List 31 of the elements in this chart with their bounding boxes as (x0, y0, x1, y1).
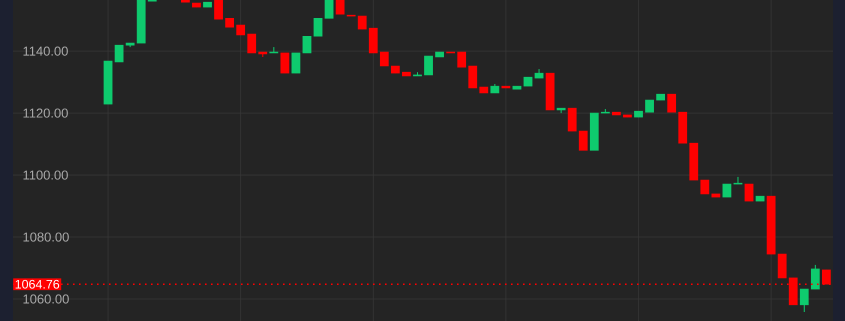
y-tick-label: 1120.00 (24, 108, 68, 118)
candlestick (247, 34, 256, 54)
y-tick-label: 1140.00 (24, 46, 68, 56)
candlestick (457, 52, 466, 68)
candlestick (800, 288, 809, 313)
candlestick (236, 24, 246, 36)
y-tick-label: 1100.00 (24, 170, 68, 180)
candlestick (358, 16, 367, 30)
candlestick (744, 184, 754, 202)
candlestick (314, 18, 322, 37)
candlestick (336, 0, 345, 15)
candlestick (424, 56, 433, 76)
candlestick (578, 130, 588, 151)
candlestick (568, 108, 577, 132)
y-tick-label: 1080.00 (24, 232, 69, 242)
candlestick (667, 94, 676, 112)
y-tick-label: 1060.00 (24, 294, 69, 304)
candlestick (722, 184, 732, 198)
candlestick (214, 0, 223, 20)
ref-line-label: 1064.76 (16, 280, 60, 289)
candlestick (380, 52, 389, 66)
candlestick (645, 100, 654, 112)
candlestick (468, 66, 478, 88)
candlestick (292, 52, 300, 74)
candlestick (280, 52, 290, 74)
candlestick (700, 180, 710, 194)
candlestick (778, 254, 787, 278)
candlestick (324, 0, 334, 19)
candlestick (302, 36, 312, 54)
candlestick (114, 44, 124, 62)
candlestick (810, 264, 820, 290)
